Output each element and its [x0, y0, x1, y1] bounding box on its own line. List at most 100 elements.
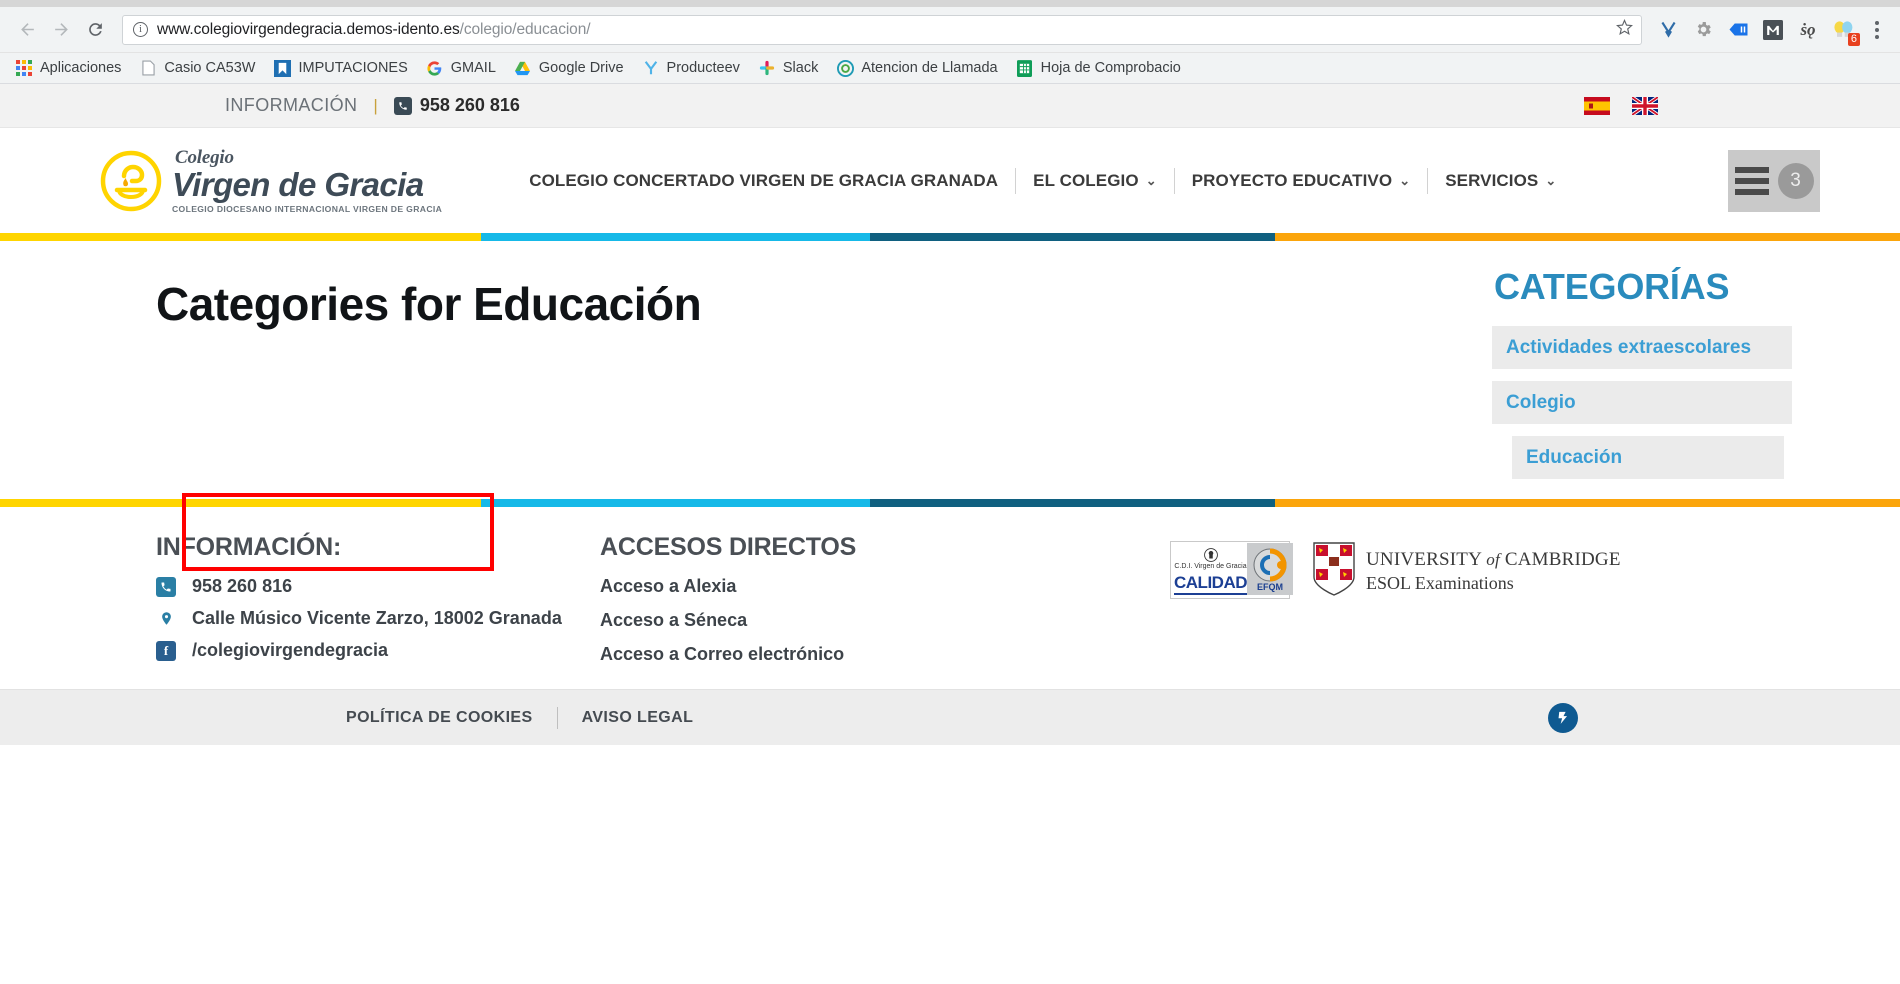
- back-button[interactable]: [10, 13, 44, 47]
- footer-link-correo[interactable]: Acceso a Correo electrónico: [600, 644, 845, 664]
- slack-icon: [758, 59, 776, 77]
- legal-divider: [556, 706, 558, 729]
- main-navigation: COLEGIO CONCERTADO VIRGEN DE GRACIA GRAN…: [512, 167, 1718, 194]
- cambridge-line1: UNIVERSITY of CAMBRIDGE: [1366, 549, 1621, 571]
- stripe-yellow: [0, 499, 481, 507]
- category-item-actividades-extraescolares[interactable]: Actividades extraescolares: [1492, 326, 1792, 369]
- topbar-info-label: INFORMACIÓN: [225, 95, 358, 115]
- site-bottombar: POLÍTICA DE COOKIES AVISO LEGAL: [0, 689, 1900, 745]
- teal-circle-icon: [836, 59, 854, 77]
- url-domain: www.colegiovirgendegracia.demos-idento.e…: [157, 20, 460, 38]
- browser-toolbar: i www.colegiovirgendegracia.demos-idento…: [0, 7, 1900, 53]
- footer-column-informacion: INFORMACIÓN: 958 260 816 Calle Músico Vi…: [100, 533, 600, 678]
- color-stripe-footer: [0, 499, 1900, 507]
- bookmark-label: Producteev: [666, 60, 740, 76]
- link-aviso-legal[interactable]: AVISO LEGAL: [581, 708, 694, 726]
- page-title: Categories for Educación: [156, 278, 702, 330]
- browser-tab-active[interactable]: [0, 0, 1420, 7]
- site-footer: INFORMACIÓN: 958 260 816 Calle Músico Vi…: [0, 507, 1900, 689]
- bookmark-label: Atencion de Llamada: [861, 60, 998, 76]
- browser-menu-icon[interactable]: [1864, 20, 1890, 39]
- site-logo[interactable]: Colegio Virgen de Gracia COLEGIO DIOCESA…: [100, 148, 442, 214]
- calidad-label: CALIDAD: [1174, 573, 1248, 595]
- nav-divider: [1427, 167, 1429, 194]
- site-topbar: INFORMACIÓN | 958 260 816: [0, 84, 1900, 128]
- bookmark-star-icon[interactable]: [1616, 18, 1633, 41]
- bookmark-label: Casio CA53W: [164, 60, 256, 76]
- producteev-icon: [642, 59, 660, 77]
- nav-label: PROYECTO EDUCATIVO: [1191, 170, 1393, 190]
- stripe-orange: [1274, 499, 1900, 507]
- footer-info-row-address[interactable]: Calle Músico Vicente Zarzo, 18002 Granad…: [156, 608, 600, 629]
- bookmark-google-drive[interactable]: Google Drive: [505, 56, 633, 81]
- gear-icon[interactable]: [1688, 15, 1718, 45]
- logo-line-colegio: Colegio: [175, 146, 234, 168]
- topbar-phone-number: 958 260 816: [419, 95, 520, 115]
- cambridge-line2: ESOL Examinations: [1366, 573, 1514, 594]
- hamburger-menu-button[interactable]: 3: [1728, 149, 1820, 212]
- topbar-phone[interactable]: 958 260 816: [393, 95, 520, 116]
- flag-uk[interactable]: [1630, 95, 1660, 116]
- bookmark-label: Hoja de Comprobacio: [1040, 60, 1181, 76]
- category-item-educacion[interactable]: Educación: [1512, 436, 1784, 479]
- idento-logo-icon[interactable]: [1548, 702, 1578, 733]
- tag-icon[interactable]: [1723, 15, 1753, 45]
- nav-item-colegio-concertado[interactable]: COLEGIO CONCERTADO VIRGEN DE GRACIA GRAN…: [512, 171, 1015, 191]
- stripe-yellow: [0, 233, 481, 241]
- bookmark-hoja-comprobacion[interactable]: Hoja de Comprobacio: [1007, 56, 1190, 81]
- logo-line-name: Virgen de Gracia: [172, 165, 424, 203]
- site-info-icon[interactable]: i: [133, 22, 148, 37]
- script-icon[interactable]: ṡǫ: [1800, 19, 1816, 39]
- color-stripe-top: [0, 233, 1900, 241]
- lightbulb-icon[interactable]: 6: [1828, 15, 1860, 46]
- hamburger-badge-count: 3: [1777, 162, 1814, 199]
- page-whitespace: [0, 745, 1900, 975]
- nav-label: COLEGIO CONCERTADO VIRGEN DE GRACIA GRAN…: [529, 170, 999, 190]
- url-text: www.colegiovirgendegracia.demos-idento.e…: [157, 20, 591, 39]
- cambridge-esol-badge: UNIVERSITY of CAMBRIDGE ESOL Examination…: [1312, 541, 1621, 602]
- nav-item-servicios[interactable]: SERVICIOS ⌄: [1428, 171, 1573, 191]
- browser-chrome: i www.colegiovirgendegracia.demos-idento…: [0, 0, 1900, 84]
- bookmark-aplicaciones[interactable]: Aplicaciones: [6, 56, 130, 81]
- bookmark-producteev[interactable]: Producteev: [633, 56, 749, 81]
- calidad-efqm-badge: C.D.I. Virgen de Gracia CALIDAD EFQM: [1170, 541, 1293, 599]
- bookmark-label: Aplicaciones: [40, 60, 122, 76]
- bookmark-imputaciones[interactable]: IMPUTACIONES: [264, 56, 416, 81]
- category-item-colegio[interactable]: Colegio: [1492, 381, 1792, 424]
- bookmark-label: Slack: [782, 60, 819, 76]
- category-label: Educación: [1526, 446, 1623, 468]
- bookmark-label: Google Drive: [538, 60, 624, 76]
- nav-label: SERVICIOS: [1445, 170, 1539, 190]
- browser-tabstrip[interactable]: [0, 0, 1900, 7]
- extension-badge-count: 6: [1847, 32, 1860, 46]
- bookmark-atencion-llamada[interactable]: Atencion de Llamada: [827, 56, 1006, 81]
- footer-link-seneca[interactable]: Acceso a Séneca: [600, 610, 748, 630]
- bookmark-label: IMPUTACIONES: [298, 60, 408, 76]
- site-header: Colegio Virgen de Gracia COLEGIO DIOCESA…: [0, 128, 1900, 233]
- chevron-down-icon: ⌄: [1399, 172, 1411, 188]
- url-path: /colegio/educacion/: [459, 20, 591, 38]
- bookmarks-bar: Aplicaciones Casio CA53W IMPUTACIONES GM…: [0, 53, 1900, 84]
- category-label: Colegio: [1506, 391, 1576, 413]
- mailbird-icon[interactable]: [1758, 15, 1788, 45]
- chevron-down-icon: ⌄: [1145, 172, 1157, 188]
- categories-sidebar: CATEGORÍAS Actividades extraescolares Co…: [1492, 241, 1792, 491]
- category-label: Actividades extraescolares: [1506, 336, 1752, 358]
- footer-info-row-facebook[interactable]: f /colegiovirgendegracia: [156, 640, 600, 661]
- nav-item-proyecto-educativo[interactable]: PROYECTO EDUCATIVO ⌄: [1175, 171, 1427, 191]
- reload-button[interactable]: [78, 13, 112, 47]
- footer-link-alexia[interactable]: Acceso a Alexia: [600, 576, 737, 596]
- footer-info-row-phone[interactable]: 958 260 816: [156, 576, 600, 597]
- svg-text:EFQM: EFQM: [1257, 582, 1283, 592]
- flag-spain[interactable]: [1584, 96, 1610, 115]
- bookmark-slack[interactable]: Slack: [749, 56, 827, 81]
- pocket-icon[interactable]: [1653, 15, 1683, 45]
- nav-item-el-colegio[interactable]: EL COLEGIO ⌄: [1016, 171, 1174, 191]
- forward-button[interactable]: [44, 13, 78, 47]
- address-bar[interactable]: i www.colegiovirgendegracia.demos-idento…: [122, 14, 1642, 45]
- footer-phone-text: 958 260 816: [192, 576, 293, 596]
- google-sheets-icon: [1016, 59, 1034, 77]
- bookmark-casio[interactable]: Casio CA53W: [130, 56, 264, 81]
- link-politica-cookies[interactable]: POLÍTICA DE COOKIES: [346, 708, 533, 726]
- bookmark-gmail[interactable]: GMAIL: [417, 56, 505, 81]
